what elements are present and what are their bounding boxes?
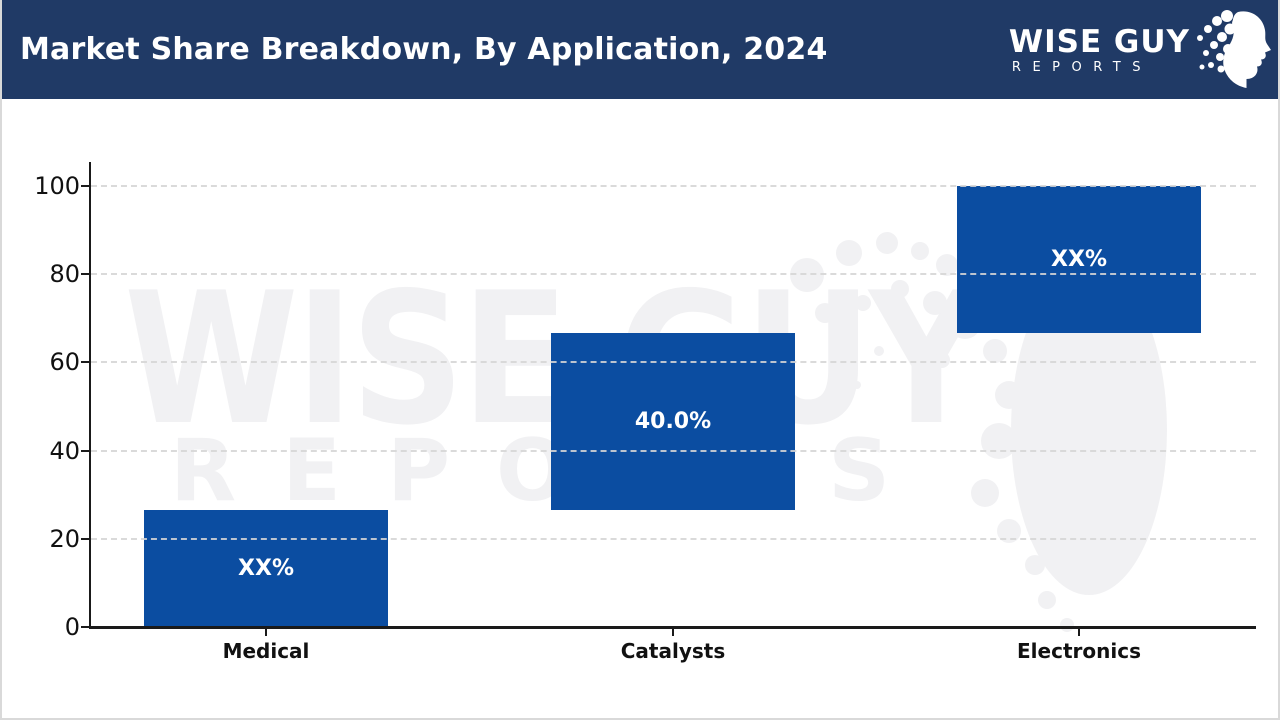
- y-tick-40: [81, 449, 90, 452]
- logo-subtitle: REPORTS: [1011, 59, 1153, 75]
- bar-value-label: XX%: [238, 555, 294, 581]
- x-axis-line: [89, 626, 1256, 629]
- bar-catalysts: 40.0%: [551, 333, 795, 510]
- wiseguy-face-icon: [1197, 10, 1271, 88]
- bar-electronics: XX%: [957, 186, 1201, 334]
- y-tick-label-0: 0: [64, 613, 80, 641]
- y-tick-20: [81, 537, 90, 540]
- y-tick-80: [81, 273, 90, 276]
- y-tick-label-20: 20: [49, 524, 80, 553]
- gridline-100: [91, 185, 1256, 187]
- gridline-80: [91, 273, 1256, 276]
- gridline-20: [91, 537, 1256, 540]
- y-tick-label-80: 80: [49, 260, 80, 289]
- bar-value-label: 40.0%: [634, 408, 712, 434]
- x-tick-electronics: [1078, 629, 1080, 636]
- page-title: Market Share Breakdown, By Application, …: [20, 32, 828, 67]
- gridline-60: [91, 361, 1256, 364]
- x-tick-catalysts: [672, 629, 674, 636]
- x-category-label-catalysts: Catalysts: [620, 639, 726, 663]
- y-tick-label-40: 40: [49, 436, 80, 465]
- bar-medical: XX%: [144, 509, 388, 627]
- x-tick-medical: [265, 629, 267, 636]
- y-tick-label-100: 100: [34, 172, 80, 200]
- logo-wordmark: WISE GUY: [1008, 23, 1190, 60]
- y-tick-label-60: 60: [49, 348, 80, 377]
- y-tick-60: [81, 361, 90, 364]
- x-category-label-medical: Medical: [222, 639, 310, 663]
- brand-logo: WISE GUY REPORTS: [1009, 6, 1272, 94]
- x-category-label-electronics: Electronics: [1017, 639, 1141, 663]
- gridline-40: [91, 449, 1256, 452]
- y-tick-0: [81, 626, 90, 628]
- y-axis-line: [89, 162, 91, 629]
- y-tick-100: [81, 185, 90, 187]
- bar-value-label: XX%: [1051, 247, 1107, 273]
- header-bar: Market Share Breakdown, By Application, …: [2, 0, 1278, 99]
